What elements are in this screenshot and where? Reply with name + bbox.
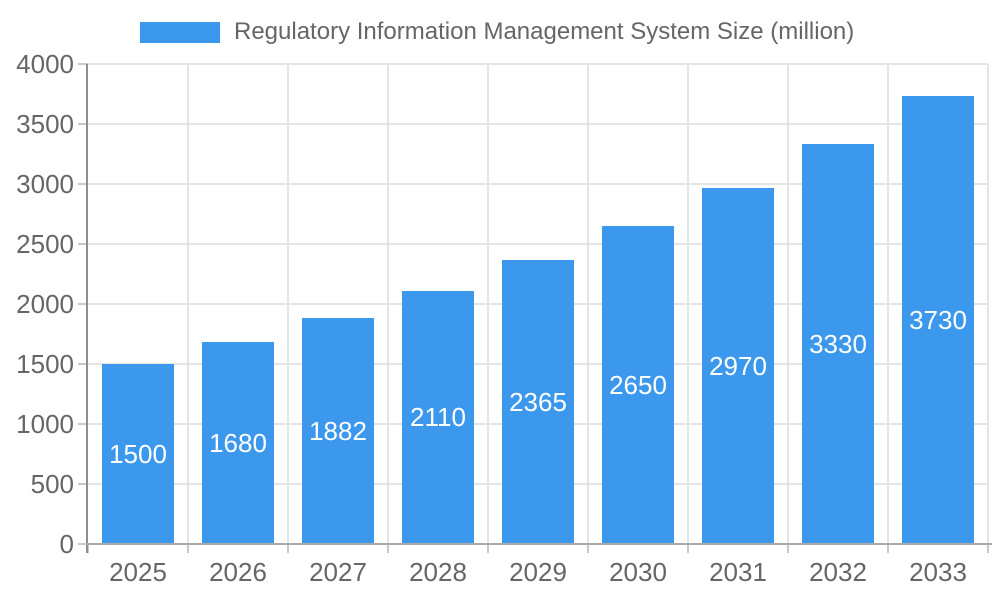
y-axis-label: 1000 <box>16 409 74 439</box>
y-tick-mark <box>78 543 88 545</box>
x-gridline <box>987 64 989 543</box>
y-axis-label: 500 <box>30 469 74 499</box>
bar-value-label: 2365 <box>509 386 567 417</box>
y-tick-mark <box>78 303 88 305</box>
x-axis-label: 2031 <box>709 557 767 587</box>
x-gridline <box>487 64 489 543</box>
y-axis-label: 0 <box>59 529 74 559</box>
x-tick-mark <box>87 545 89 553</box>
y-axis-label: 4000 <box>16 49 74 79</box>
bar[interactable]: 3730 <box>902 96 974 544</box>
x-tick-mark <box>887 545 889 553</box>
y-gridline <box>88 243 988 245</box>
y-tick-mark <box>78 363 88 365</box>
bar-value-label: 3730 <box>909 304 967 335</box>
x-gridline <box>687 64 689 543</box>
bar-value-label: 1680 <box>209 427 267 458</box>
x-gridline <box>787 64 789 543</box>
x-gridline <box>287 64 289 543</box>
bar-value-label: 2970 <box>709 350 767 381</box>
x-tick-mark <box>687 545 689 553</box>
x-tick-mark <box>587 545 589 553</box>
x-axis-label: 2027 <box>309 557 367 587</box>
y-axis-label: 1500 <box>16 349 74 379</box>
x-tick-mark <box>987 545 989 553</box>
bar-value-label: 1500 <box>109 438 167 469</box>
bar[interactable]: 2110 <box>402 291 474 544</box>
y-axis-label: 3500 <box>16 109 74 139</box>
bar[interactable]: 1882 <box>302 318 374 544</box>
x-axis-line <box>86 543 992 545</box>
y-axis-label: 2000 <box>16 289 74 319</box>
y-axis-line <box>86 64 88 553</box>
bar[interactable]: 2970 <box>702 188 774 544</box>
y-tick-mark <box>78 483 88 485</box>
y-tick-mark <box>78 123 88 125</box>
y-tick-mark <box>78 423 88 425</box>
x-tick-mark <box>387 545 389 553</box>
legend-label: Regulatory Information Management System… <box>234 18 855 45</box>
x-axis-label: 2026 <box>209 557 267 587</box>
y-tick-mark <box>78 183 88 185</box>
legend-swatch-icon <box>140 21 220 43</box>
bar-value-label: 2650 <box>609 369 667 400</box>
y-axis-label: 3000 <box>16 169 74 199</box>
bar[interactable]: 1680 <box>202 342 274 544</box>
bar[interactable]: 3330 <box>802 144 874 544</box>
bar[interactable]: 2365 <box>502 260 574 544</box>
x-tick-mark <box>287 545 289 553</box>
x-axis-label: 2033 <box>909 557 967 587</box>
bar-value-label: 1882 <box>309 415 367 446</box>
y-tick-mark <box>78 243 88 245</box>
x-axis-label: 2032 <box>809 557 867 587</box>
legend-item[interactable]: Regulatory Information Management System… <box>140 16 854 48</box>
x-gridline <box>387 64 389 543</box>
y-gridline <box>88 123 988 125</box>
x-tick-mark <box>787 545 789 553</box>
bar[interactable]: 2650 <box>602 226 674 544</box>
bar-value-label: 2110 <box>410 402 466 432</box>
y-tick-mark <box>78 63 88 65</box>
y-gridline <box>88 63 988 65</box>
x-gridline <box>587 64 589 543</box>
x-tick-mark <box>487 545 489 553</box>
x-axis-label: 2029 <box>509 557 567 587</box>
x-gridline <box>887 64 889 543</box>
x-axis-label: 2025 <box>109 557 167 587</box>
bar-value-label: 3330 <box>809 328 867 359</box>
bar[interactable]: 1500 <box>102 364 174 544</box>
y-gridline <box>88 183 988 185</box>
x-axis-label: 2030 <box>609 557 667 587</box>
x-tick-mark <box>187 545 189 553</box>
y-axis-label: 2500 <box>16 229 74 259</box>
x-gridline <box>187 64 189 543</box>
x-axis-label: 2028 <box>409 557 467 587</box>
